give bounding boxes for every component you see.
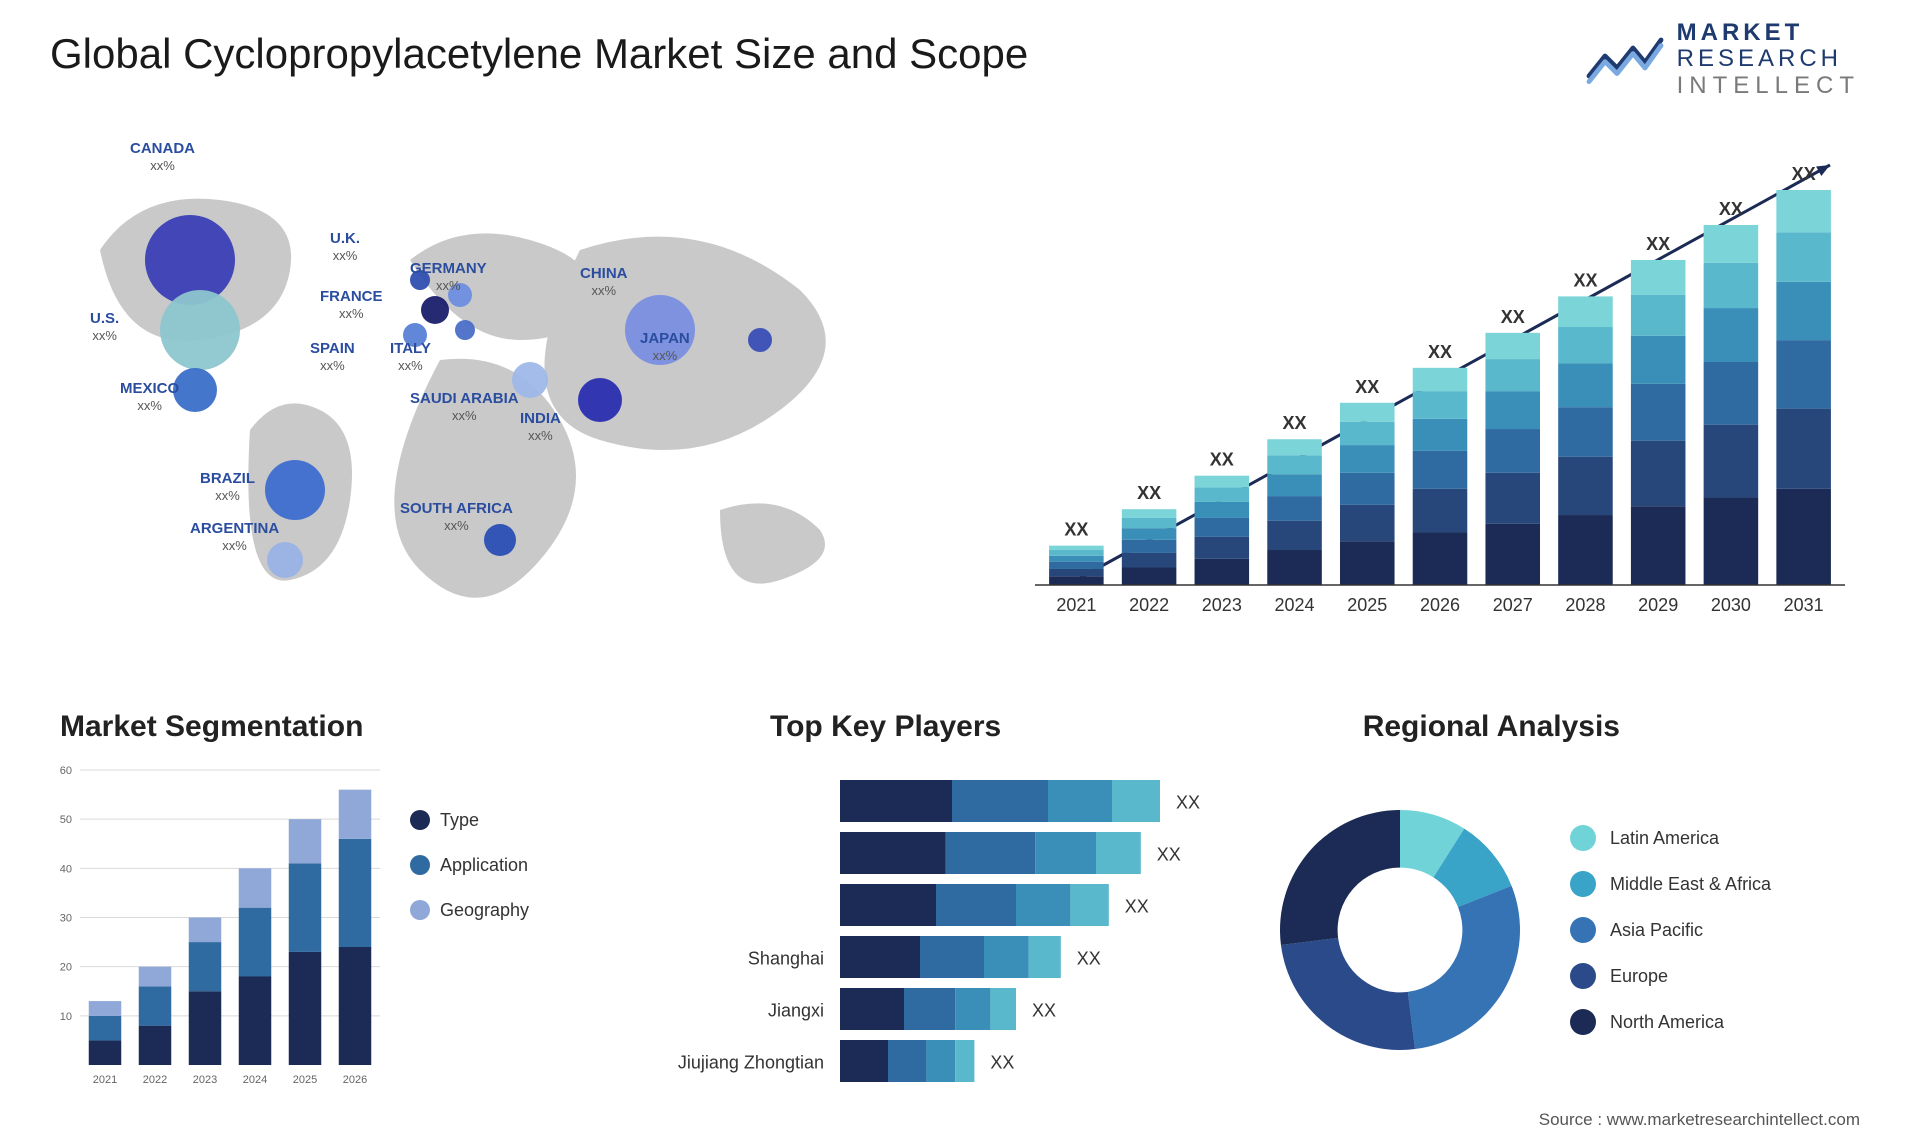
svg-text:Shanghai: Shanghai [748,949,824,969]
svg-text:2026: 2026 [343,1074,367,1086]
source-attribution: Source : www.marketresearchintellect.com [1539,1110,1860,1130]
segmentation-title: Market Segmentation [60,710,363,744]
legend-swatch [1570,917,1596,943]
svg-text:XX: XX [1573,270,1597,290]
svg-text:2027: 2027 [1493,595,1533,615]
legend-swatch [1570,825,1596,851]
regional-donut-chart [1260,790,1540,1070]
svg-text:XX: XX [1283,413,1307,433]
svg-text:50: 50 [60,814,72,826]
legend-swatch [1570,871,1596,897]
svg-text:Application: Application [440,855,528,875]
legend-label: Asia Pacific [1610,920,1703,941]
map-label-india: INDIAxx% [520,410,561,444]
region-legend-item: Middle East & Africa [1570,871,1771,897]
map-label-south-africa: SOUTH AFRICAxx% [400,500,513,534]
regional-title: Regional Analysis [1363,710,1620,744]
svg-text:XX: XX [1137,483,1161,503]
brand-logo: MARKET RESEARCH INTELLECT [1585,20,1860,99]
svg-text:2030: 2030 [1711,595,1751,615]
svg-text:XX: XX [1032,1001,1056,1021]
svg-text:2023: 2023 [193,1074,217,1086]
svg-text:40: 40 [60,863,72,875]
key-players-chart: XX XX XX XX Shanghai XX Jiangxi XX Jiujiang Zhon… [640,760,1200,1100]
svg-text:XX: XX [1176,793,1200,813]
region-legend-item: Latin America [1570,825,1771,851]
market-size-bar-chart: XX 2021 XX 2022 XX 2023 XX 2024 XX 2025 XX 2026 XX 20… [1030,150,1850,630]
map-label-brazil: BRAZILxx% [200,470,255,504]
map-label-u-k-: U.K.xx% [330,230,360,264]
svg-text:Jiangxi: Jiangxi [768,1001,824,1021]
logo-mark-icon [1585,30,1665,90]
legend-swatch [1570,1009,1596,1035]
logo-text-2: RESEARCH [1677,46,1860,72]
svg-text:20: 20 [60,962,72,974]
logo-text-1: MARKET [1677,20,1860,46]
svg-text:XX: XX [1077,949,1101,969]
svg-text:XX: XX [1719,199,1743,219]
map-label-japan: JAPANxx% [640,330,690,364]
map-label-canada: CANADAxx% [130,140,195,174]
map-label-china: CHINAxx% [580,265,628,299]
svg-text:2025: 2025 [1347,595,1387,615]
svg-text:2028: 2028 [1565,595,1605,615]
svg-text:XX: XX [990,1053,1014,1073]
svg-text:2026: 2026 [1420,595,1460,615]
svg-text:2022: 2022 [1129,595,1169,615]
svg-text:2029: 2029 [1638,595,1678,615]
svg-text:2022: 2022 [143,1074,167,1086]
legend-label: Europe [1610,966,1668,987]
svg-text:2023: 2023 [1202,595,1242,615]
svg-text:XX: XX [1428,342,1452,362]
svg-text:Geography: Geography [440,900,529,920]
svg-text:10: 10 [60,1011,72,1023]
region-legend-item: North America [1570,1009,1771,1035]
svg-text:XX: XX [1210,450,1234,470]
svg-text:Type: Type [440,810,479,830]
svg-text:XX: XX [1355,377,1379,397]
logo-text-3: INTELLECT [1677,73,1860,99]
map-label-mexico: MEXICOxx% [120,380,179,414]
svg-text:2025: 2025 [293,1074,317,1086]
legend-label: Latin America [1610,828,1719,849]
region-legend-item: Europe [1570,963,1771,989]
region-legend-item: Asia Pacific [1570,917,1771,943]
svg-text:XX: XX [1064,520,1088,540]
svg-text:XX: XX [1646,234,1670,254]
svg-text:30: 30 [60,913,72,925]
svg-text:XX: XX [1157,845,1181,865]
map-label-u-s-: U.S.xx% [90,310,119,344]
svg-text:60: 60 [60,765,72,777]
map-label-saudi-arabia: SAUDI ARABIAxx% [410,390,519,424]
svg-text:2021: 2021 [1056,595,1096,615]
regional-analysis: Latin America Middle East & Africa Asia Pa… [1260,760,1860,1100]
map-label-italy: ITALYxx% [390,340,431,374]
svg-text:XX: XX [1125,897,1149,917]
map-label-france: FRANCExx% [320,288,383,322]
legend-label: North America [1610,1012,1724,1033]
svg-text:XX: XX [1792,164,1816,184]
svg-text:2024: 2024 [243,1074,267,1086]
page-title: Global Cyclopropylacetylene Market Size … [50,30,1028,78]
regional-legend: Latin America Middle East & Africa Asia Pa… [1570,825,1771,1035]
svg-text:2024: 2024 [1275,595,1315,615]
players-title: Top Key Players [770,710,1001,744]
world-map: CANADAxx% U.S.xx% MEXICOxx% BRAZILxx% ARGENT… [40,130,900,650]
svg-text:XX: XX [1501,307,1525,327]
svg-text:Jiujiang Zhongtian: Jiujiang Zhongtian [678,1053,824,1073]
map-label-spain: SPAINxx% [310,340,355,374]
map-label-germany: GERMANYxx% [410,260,487,294]
svg-text:2031: 2031 [1784,595,1824,615]
segmentation-chart: 10 20 30 40 50 60 2021 2022 2023 2024 2025 2026 Type… [40,760,600,1100]
map-label-argentina: ARGENTINAxx% [190,520,279,554]
legend-swatch [1570,963,1596,989]
svg-text:2021: 2021 [93,1074,117,1086]
legend-label: Middle East & Africa [1610,874,1771,895]
